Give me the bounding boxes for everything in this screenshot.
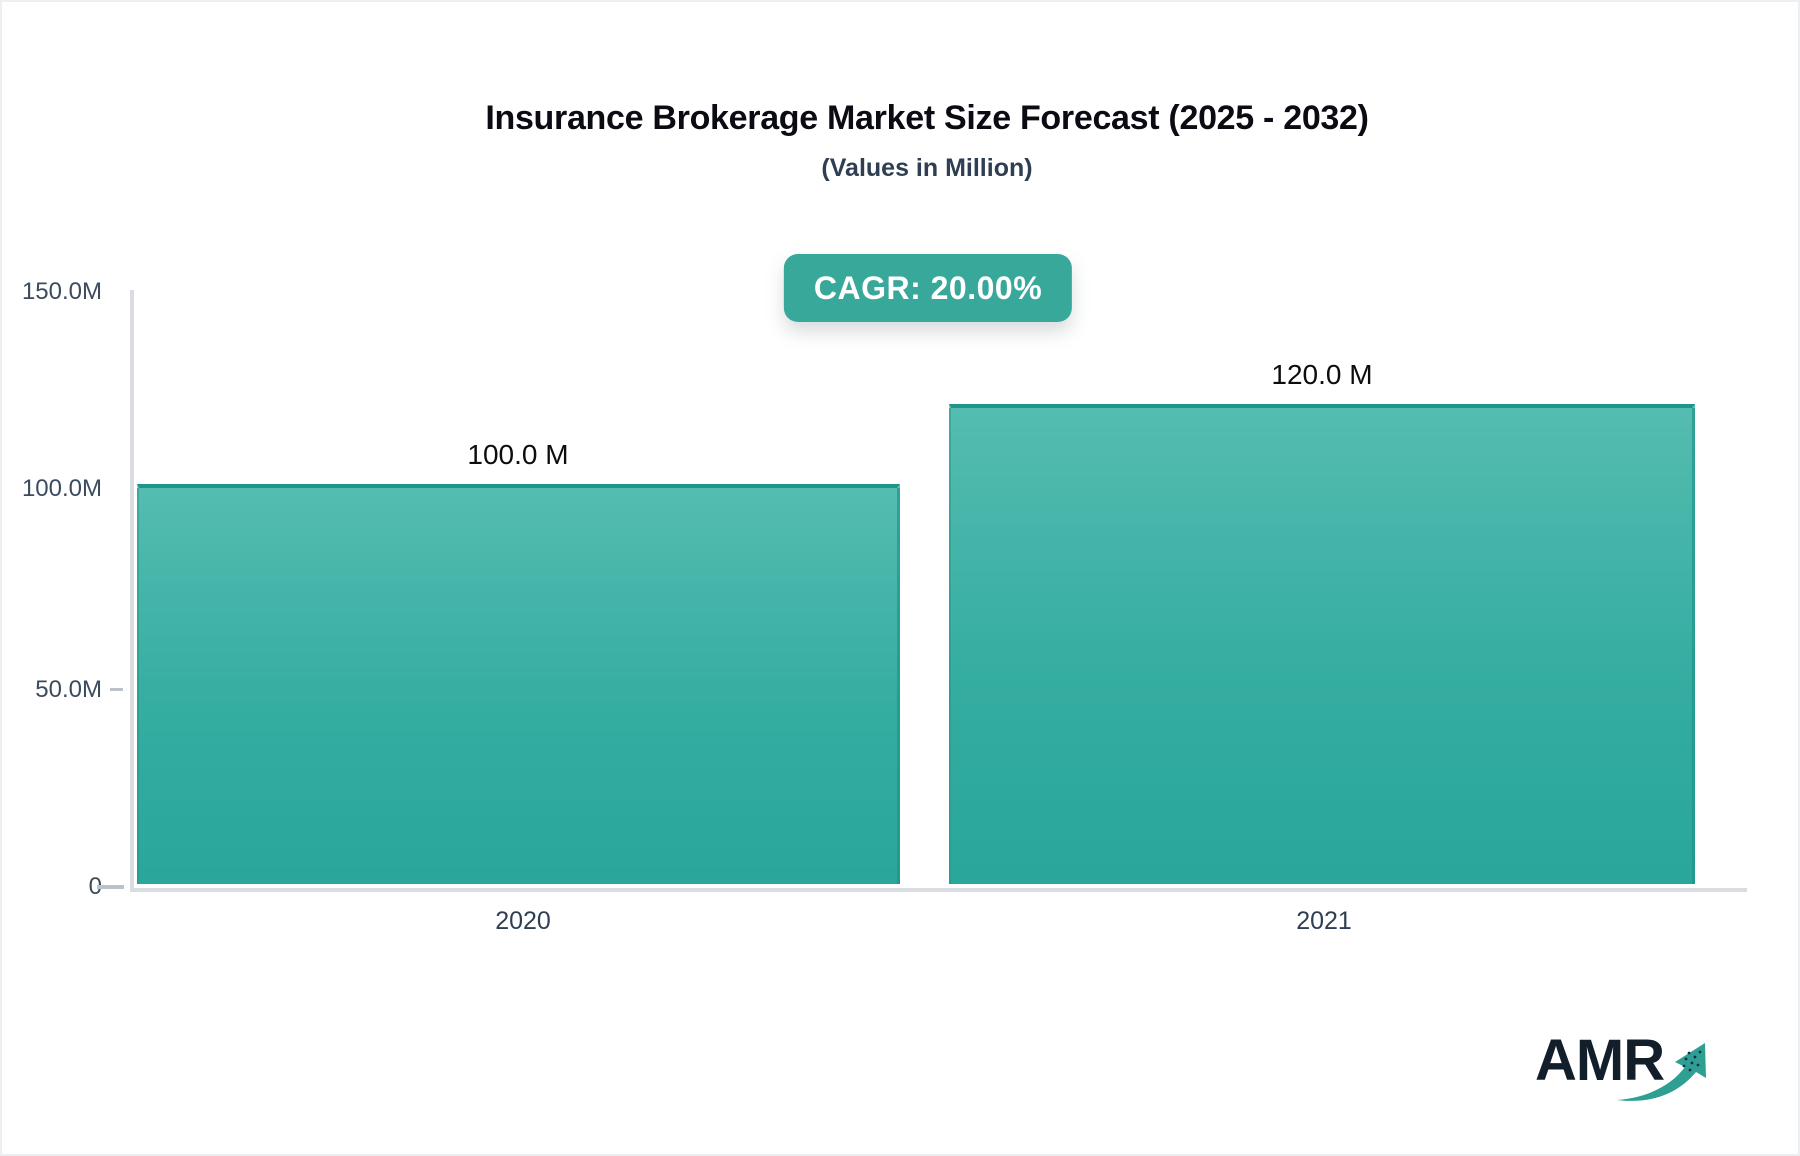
cagr-badge: CAGR: 20.00% (783, 254, 1073, 322)
y-tick-label-100: 100.0M (21, 475, 102, 502)
y-tick-label-150: 150.0M (21, 278, 102, 305)
x-axis-line (130, 888, 1747, 892)
x-axis-label-2020: 2020 (495, 907, 551, 935)
chart-title: Insurance Brokerage Market Size Forecast… (485, 99, 1369, 137)
bar-2020 (137, 484, 900, 884)
bar-value-label-2020: 100.0 M (467, 439, 569, 470)
y-tick-label-0: 0 (88, 873, 102, 900)
bar-2021 (949, 404, 1695, 884)
bar-value-label-2021: 120.0 M (1271, 359, 1373, 390)
chart-subtitle: (Values in Million) (821, 154, 1033, 182)
y-tick-mark-0 (97, 885, 124, 889)
y-tick-mark-50 (110, 688, 123, 691)
y-axis-line (130, 290, 134, 888)
growth-arrow-icon (1617, 1043, 1706, 1101)
amr-logo-text: AMR (1535, 1028, 1665, 1093)
y-tick-label-50: 50.0M (35, 676, 102, 703)
amr-logo: AMR (1535, 1030, 1725, 1120)
x-axis-label-2021: 2021 (1296, 907, 1352, 935)
